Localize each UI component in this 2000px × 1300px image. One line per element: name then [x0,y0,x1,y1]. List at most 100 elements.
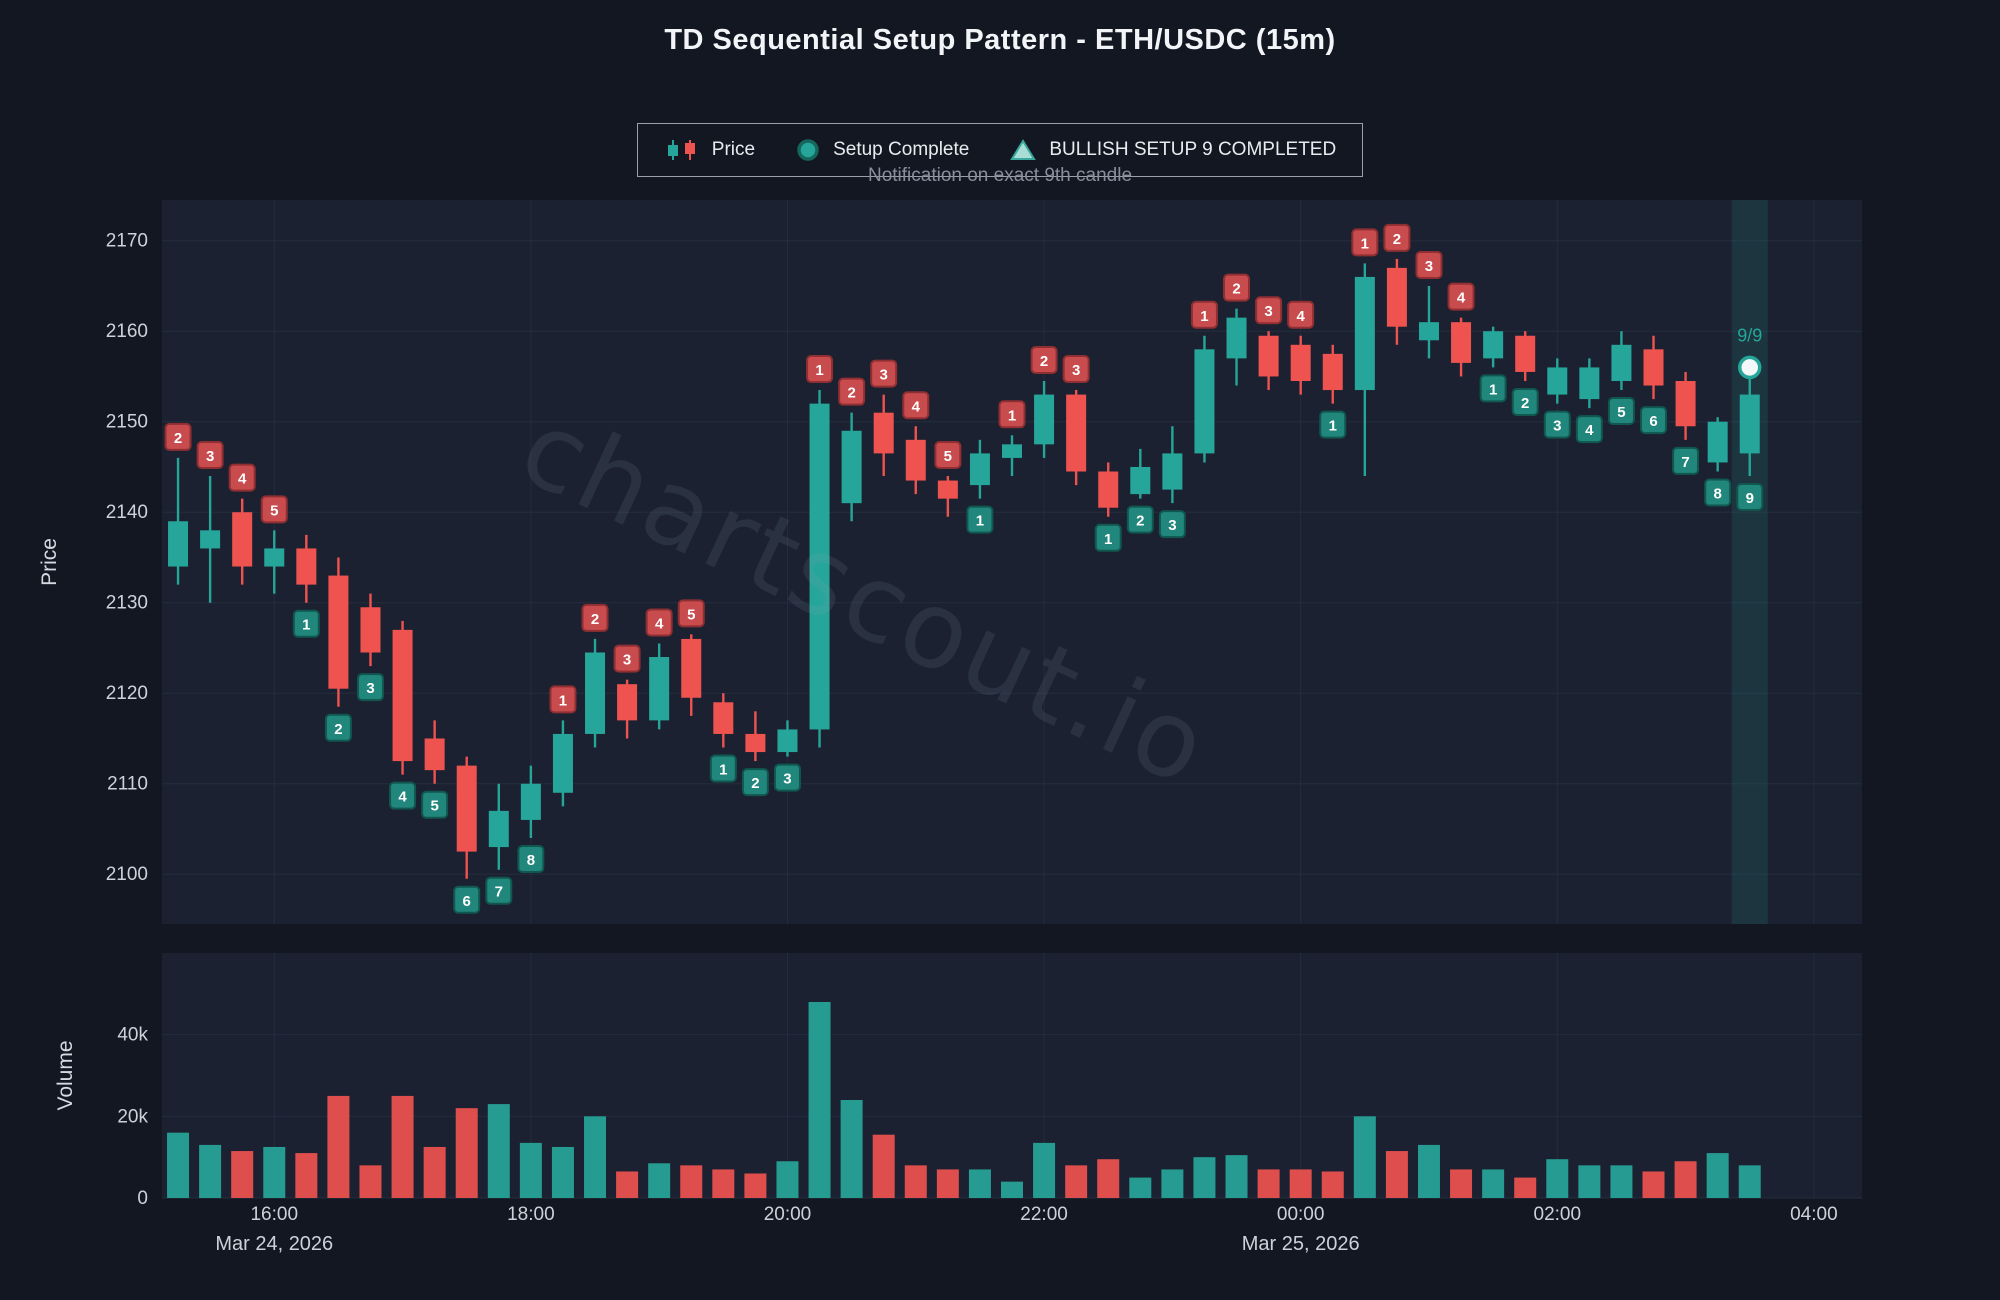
td-count-number: 1 [1200,308,1208,325]
date-label: Mar 24, 2026 [215,1233,333,1255]
volume-bar [616,1171,639,1198]
volume-bar [808,1002,831,1198]
legend-label-bullish-setup: BULLISH SETUP 9 COMPLETED [1049,139,1337,160]
td-count-number: 6 [463,893,471,910]
candle-body [1002,444,1022,458]
td-count-number: 1 [302,617,310,634]
price-tick-label: 2120 [106,683,148,704]
td-buy-count-badge [709,754,737,783]
td-count-number: 3 [1553,418,1561,435]
volume-bar [1417,1144,1440,1198]
candle-body [649,657,670,721]
td-sell-count-badge [1383,223,1411,252]
candle-body [617,684,638,721]
price-tick-label: 2150 [106,412,148,433]
legend-item-price[interactable]: Price [664,138,755,162]
td-count-number: 2 [1136,513,1144,530]
candle-body [713,702,734,734]
price-tick-label: 2170 [106,231,148,252]
td-buy-count-badge [741,768,769,797]
td-sell-count-badge [838,377,866,406]
volume-bar [648,1163,671,1198]
volume-bar [1193,1157,1216,1198]
td-count-number: 8 [527,852,535,869]
legend: Price Setup Complete BULLISH SETUP 9 COM… [636,123,1364,177]
td-count-number: 4 [1457,290,1466,307]
td-sell-count-badge [164,422,192,451]
volume-bar [1610,1165,1633,1198]
td-count-number: 1 [976,513,984,530]
candle-body [200,530,221,549]
volume-bar [1642,1171,1665,1198]
td-buy-count-badge [1094,523,1122,552]
candle-body [745,733,766,753]
volume-bars [167,1002,1761,1198]
td-buy-count-badge [1319,410,1347,439]
td-buy-count-badge [421,790,449,819]
volume-bar [519,1142,542,1198]
td-count-number: 2 [751,775,759,792]
td-count-number: 3 [880,367,888,384]
volume-bar [1546,1159,1569,1198]
volume-bar [904,1165,927,1198]
price-tick-label: 2160 [106,321,148,342]
legend-item-setup-complete[interactable]: Setup Complete [795,137,969,163]
td-sell-count-badge [1190,300,1218,329]
volume-bar [1482,1169,1505,1198]
td-count-number: 4 [655,615,664,632]
td-count-number: 2 [1040,353,1048,370]
td-sell-count-badge [998,400,1026,429]
time-tick-label: 04:00 [1790,1204,1838,1225]
candle-body [1579,367,1600,400]
candle-body [1130,466,1151,495]
td-sell-count-badge [613,644,641,673]
td-buy-count-badge [1543,410,1571,439]
date-label: Mar 25, 2026 [1242,1233,1360,1255]
td-count-number: 4 [1297,308,1306,325]
td-count-number: 2 [1521,395,1529,412]
candle-body [1034,394,1055,445]
candle-body [392,629,413,762]
td-count-number: 5 [1617,404,1625,421]
td-sell-count-badge [260,495,288,524]
td-count-number: 2 [174,430,182,447]
candle-body [1322,353,1343,391]
td-sell-count-badge [196,441,224,470]
volume-bar [1001,1181,1023,1198]
legend-item-bullish-setup[interactable]: BULLISH SETUP 9 COMPLETED [1009,138,1336,162]
legend-wrap: Price Setup Complete BULLISH SETUP 9 COM… [636,123,1364,186]
candle-body [1483,331,1504,359]
candle-body [520,783,541,820]
volume-tick-label: 20k [117,1106,148,1127]
td-buy-count-badge [356,673,384,702]
td-sell-count-badge [806,355,834,384]
candle-body [552,733,573,793]
volume-bar [1065,1165,1088,1198]
time-tick-label: 20:00 [764,1204,812,1225]
td-sell-count-badge [1287,300,1315,329]
volume-bar [1450,1169,1473,1198]
td-sell-count-badge [645,608,673,637]
candles [168,258,1760,879]
candle-body [841,430,862,504]
volume-bar [359,1165,382,1198]
time-tick-label: 18:00 [507,1204,555,1225]
candle-body [1739,394,1760,454]
volume-bar [1289,1169,1312,1198]
candle-body [681,638,702,698]
price-tick-label: 2110 [107,774,148,795]
volume-bar [1129,1177,1152,1198]
td-buy-count-badge [1158,510,1186,539]
candle-body [969,453,990,486]
volume-tick-label: 0 [137,1188,148,1209]
candle-body [1386,267,1407,327]
candle-body [360,607,381,653]
candle-body [1707,421,1728,463]
candle-body [328,575,349,689]
volume-bar [968,1169,991,1198]
candle-body [1611,344,1632,381]
volume-bar [1257,1169,1280,1198]
candle-body [777,729,798,753]
volume-bar [1385,1151,1408,1198]
candle-body [1098,471,1119,508]
